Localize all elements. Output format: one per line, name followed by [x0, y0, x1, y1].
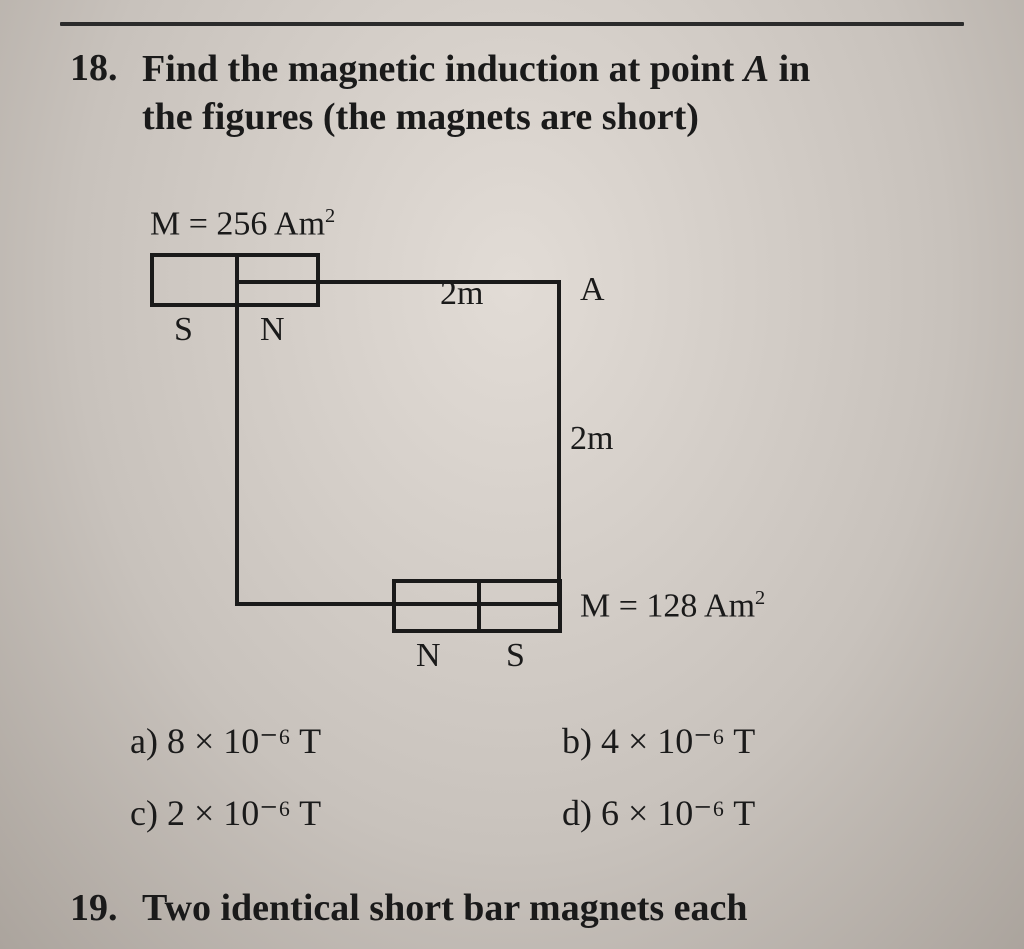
q18-line2: the figures (the magnets are short)	[142, 96, 699, 138]
q18-line1a: Find the magnetic induction at point	[142, 48, 744, 90]
q19-text: Two identical short bar magnets each	[142, 886, 748, 930]
question-18: 18. Find the magnetic induction at point…	[70, 46, 964, 141]
magnet2-S-pole: S	[506, 637, 525, 675]
page: 18. Find the magnetic induction at point…	[0, 0, 1024, 949]
answer-choices: a) 8 × 10⁻⁶ T b) 4 × 10⁻⁶ T c) 2 × 10⁻⁶ …	[130, 720, 954, 834]
q18-line1b: in	[769, 48, 810, 90]
magnet2-M-text: M = 128 Am	[580, 587, 755, 624]
choice-b: b) 4 × 10⁻⁶ T	[562, 720, 954, 762]
magnet2-M-sup: 2	[755, 587, 765, 609]
magnet2-moment-label: M = 128 Am2	[580, 587, 765, 625]
q18-point-A: A	[744, 48, 769, 90]
magnet2-N-pole: N	[416, 637, 441, 675]
magnet2-divider	[477, 583, 481, 629]
magnet1-M-sup: 2	[325, 205, 335, 227]
magnet1-moment-label: M = 256 Am2	[150, 205, 335, 243]
question-19-partial: 19. Two identical short bar magnets each	[70, 886, 964, 930]
magnet1-S-pole: S	[174, 311, 193, 349]
choice-c: c) 2 × 10⁻⁶ T	[130, 792, 522, 834]
distance-2-label: 2m	[570, 420, 613, 458]
top-rule	[60, 22, 964, 26]
distance-1-label: 2m	[440, 275, 483, 313]
diagram: M = 256 Am2 S N 2m A 2m N S M = 128 Am2	[150, 225, 870, 665]
point-A-label: A	[580, 271, 605, 309]
q19-number: 19.	[70, 886, 142, 930]
q18-text: Find the magnetic induction at point A i…	[142, 46, 810, 141]
construction-square	[235, 280, 561, 606]
magnet1-M-text: M = 256 Am	[150, 205, 325, 242]
q18-number: 18.	[70, 46, 142, 90]
choice-a: a) 8 × 10⁻⁶ T	[130, 720, 522, 762]
choice-d: d) 6 × 10⁻⁶ T	[562, 792, 954, 834]
magnet2	[392, 579, 562, 633]
